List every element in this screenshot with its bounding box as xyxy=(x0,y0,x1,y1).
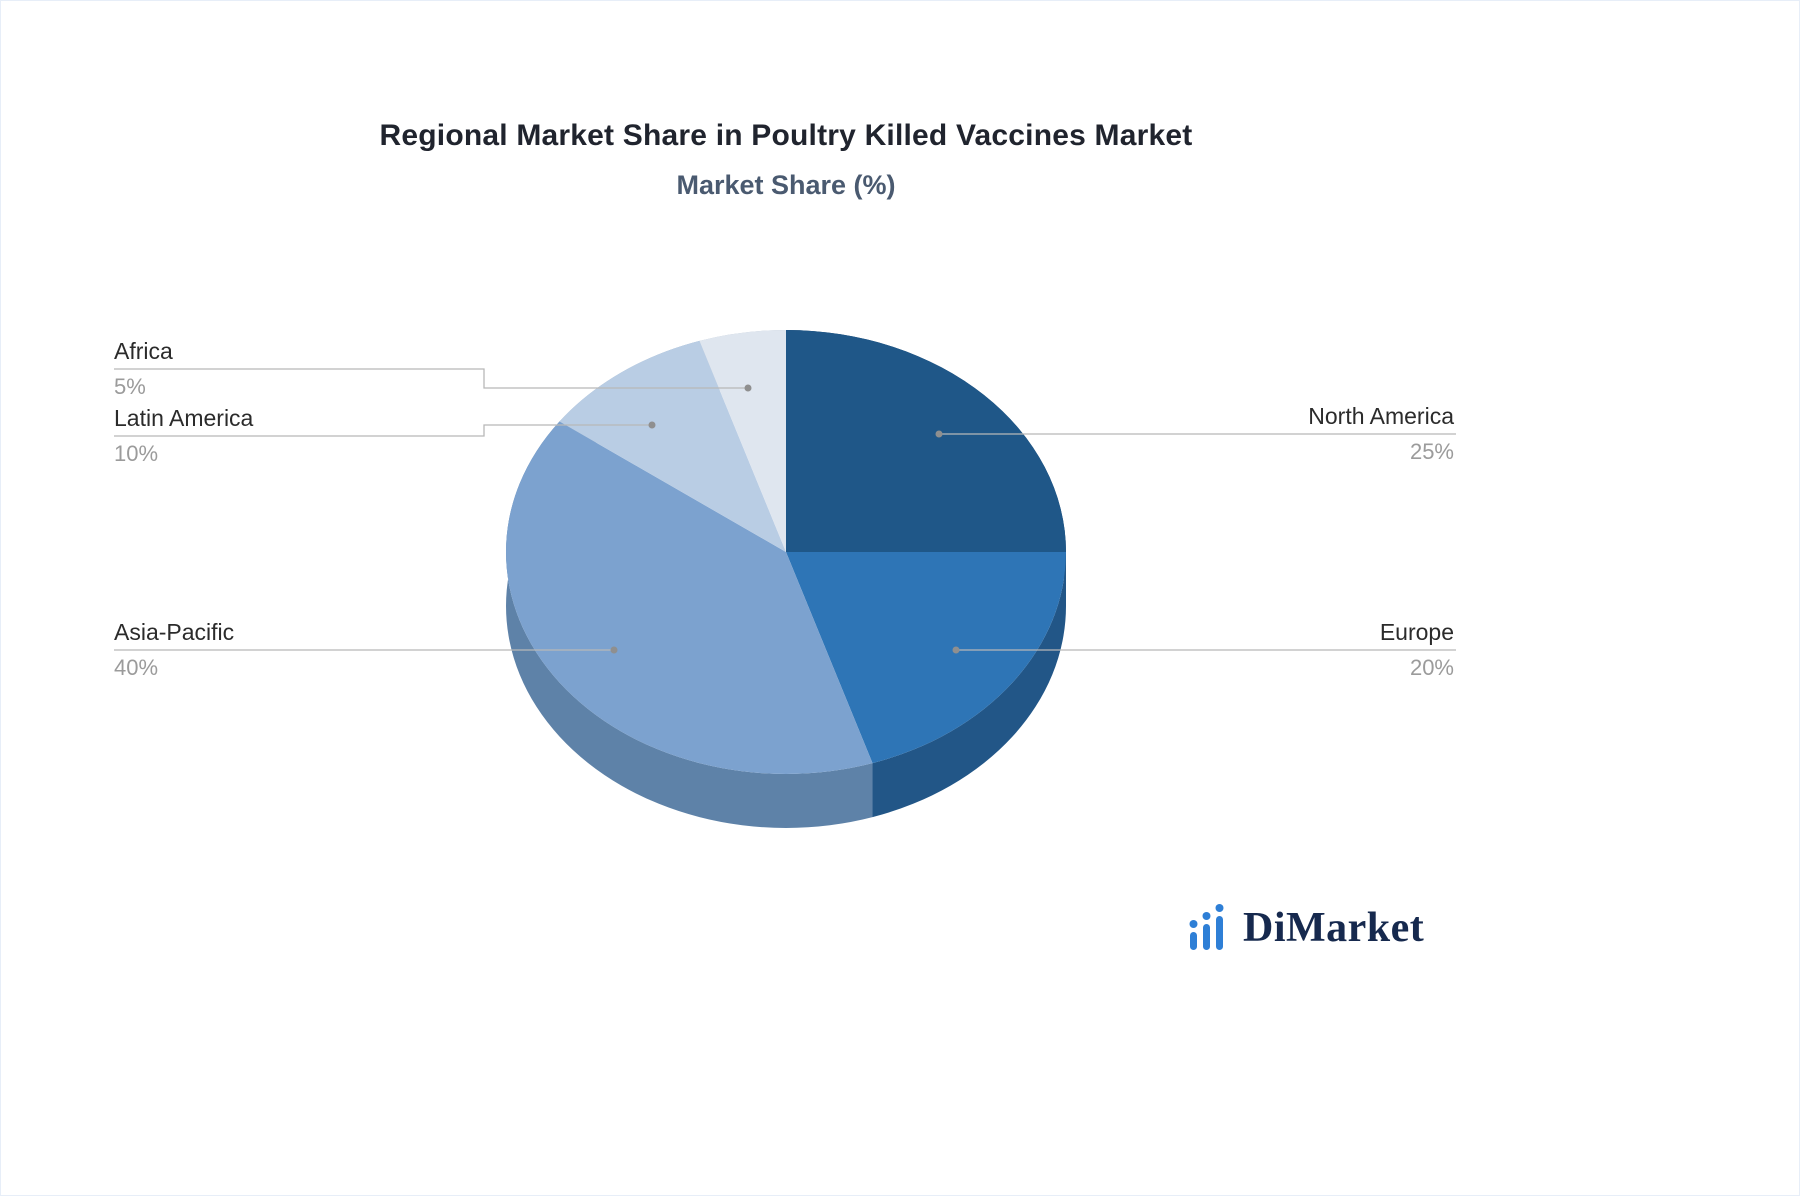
callout-value: 20% xyxy=(1409,655,1454,680)
callout-asia-pacific: Asia-Pacific 40% xyxy=(114,619,234,680)
leader-dot-africa xyxy=(744,384,752,392)
leader-line-africa xyxy=(114,368,748,389)
callout-lines xyxy=(114,368,1456,651)
callout-europe: Europe 20% xyxy=(1380,619,1454,680)
callout-label: North America xyxy=(1308,403,1454,429)
callout-africa: Africa 5% xyxy=(114,338,173,399)
callout-value: 25% xyxy=(1409,439,1454,464)
leader-dot-asia-pacific xyxy=(610,646,618,654)
callout-value: 10% xyxy=(114,441,159,466)
chart-subtitle: Market Share (%) xyxy=(676,170,896,200)
pie-slice-side-asia-pacific xyxy=(506,421,873,828)
bar-chart-icon xyxy=(1189,904,1224,950)
brand-logo: DiMarket xyxy=(1187,904,1424,952)
chart-title: Regional Market Share in Poultry Killed … xyxy=(379,119,1193,152)
pie-slice-europe xyxy=(786,552,1066,764)
pie-slice-side-europe xyxy=(872,552,1066,818)
leader-dot-north-america xyxy=(935,430,943,438)
leader-line-latin-america xyxy=(114,424,652,437)
callout-latin-america: Latin America 10% xyxy=(114,405,253,466)
leader-dot-europe xyxy=(952,646,960,654)
pie-slices xyxy=(506,330,1066,828)
pie-slice-latin-america xyxy=(559,340,786,552)
pie-slice-africa xyxy=(699,330,786,552)
callout-value: 5% xyxy=(114,374,146,399)
callout-label: Africa xyxy=(114,338,173,364)
pie-slice-north-america xyxy=(786,330,1066,552)
callout-label: Asia-Pacific xyxy=(114,619,235,645)
callout-dots xyxy=(610,384,960,654)
callout-north-america: North America 25% xyxy=(1308,403,1454,464)
callout-value: 40% xyxy=(114,655,159,680)
leader-dot-latin-america xyxy=(648,421,656,429)
callout-label: Europe xyxy=(1379,619,1454,645)
callout-label: Latin America xyxy=(114,405,254,431)
brand-logo-text: DiMarket xyxy=(1243,905,1425,951)
pie-slice-asia-pacific xyxy=(506,421,873,774)
